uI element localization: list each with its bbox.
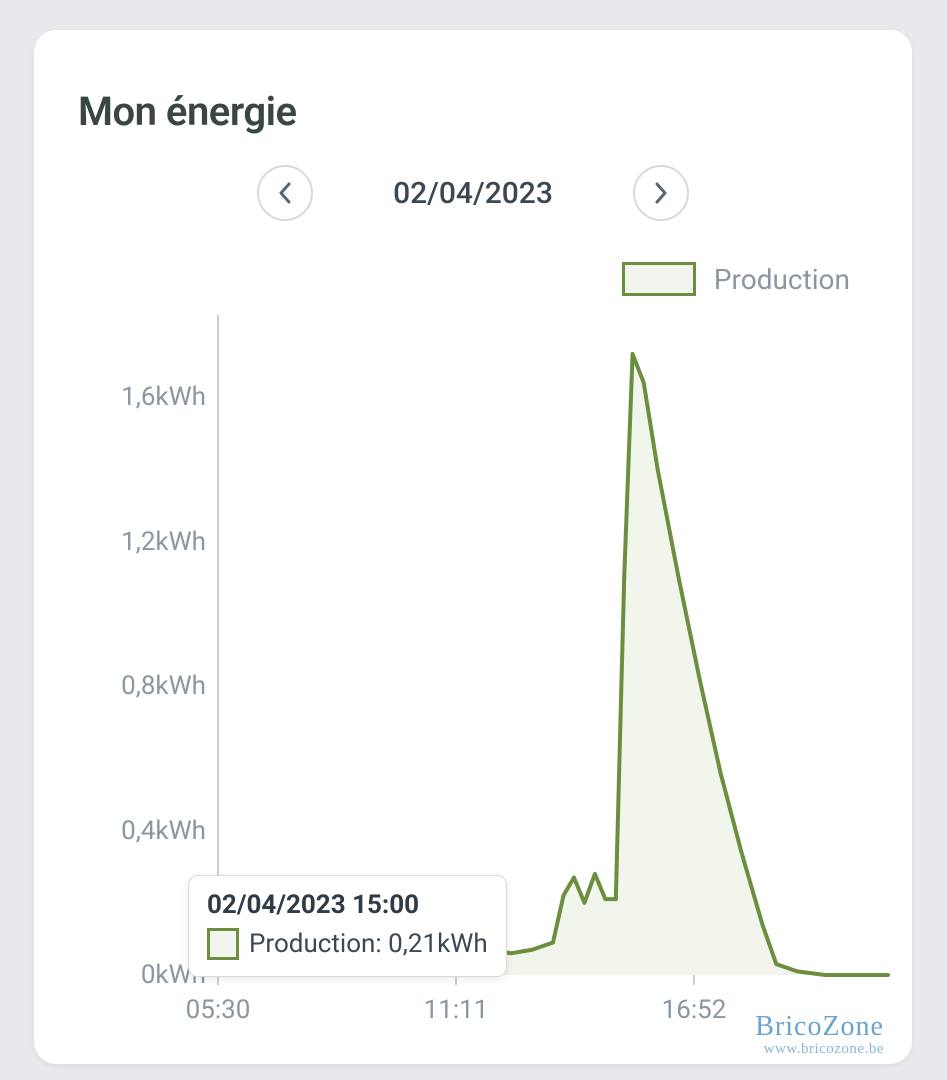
date-navigation: 02/04/2023	[34, 165, 912, 221]
y-tick-label: 1,6kWh	[121, 382, 206, 412]
next-day-button[interactable]	[633, 165, 689, 221]
prev-day-button[interactable]	[257, 165, 313, 221]
chevron-right-icon	[653, 182, 669, 204]
legend-label-production: Production	[714, 263, 850, 296]
current-date: 02/04/2023	[393, 176, 553, 211]
x-tick-label: 05:30	[186, 995, 251, 1025]
chart-legend: Production	[622, 262, 850, 296]
energy-card: Mon énergie 02/04/2023 Production 0kWh0,…	[34, 30, 912, 1064]
chart-tooltip: 02/04/2023 15:00 Production: 0,21kWh	[188, 875, 507, 977]
x-tick-label: 11:11	[424, 995, 489, 1025]
card-title: Mon énergie	[78, 88, 297, 135]
x-tick-label: 16:52	[662, 995, 727, 1025]
y-tick-label: 1,2kWh	[121, 527, 206, 557]
tooltip-title: 02/04/2023 15:00	[207, 890, 488, 920]
tooltip-swatch	[207, 928, 239, 960]
chevron-left-icon	[277, 182, 293, 204]
y-tick-label: 0,4kWh	[121, 816, 206, 846]
tooltip-text: Production: 0,21kWh	[249, 929, 488, 959]
chart-area[interactable]: 0kWh0,4kWh0,8kWh1,2kWh1,6kWh 05:3011:111…	[68, 325, 888, 1045]
legend-swatch-production	[622, 262, 696, 296]
y-tick-label: 0,8kWh	[121, 671, 206, 701]
